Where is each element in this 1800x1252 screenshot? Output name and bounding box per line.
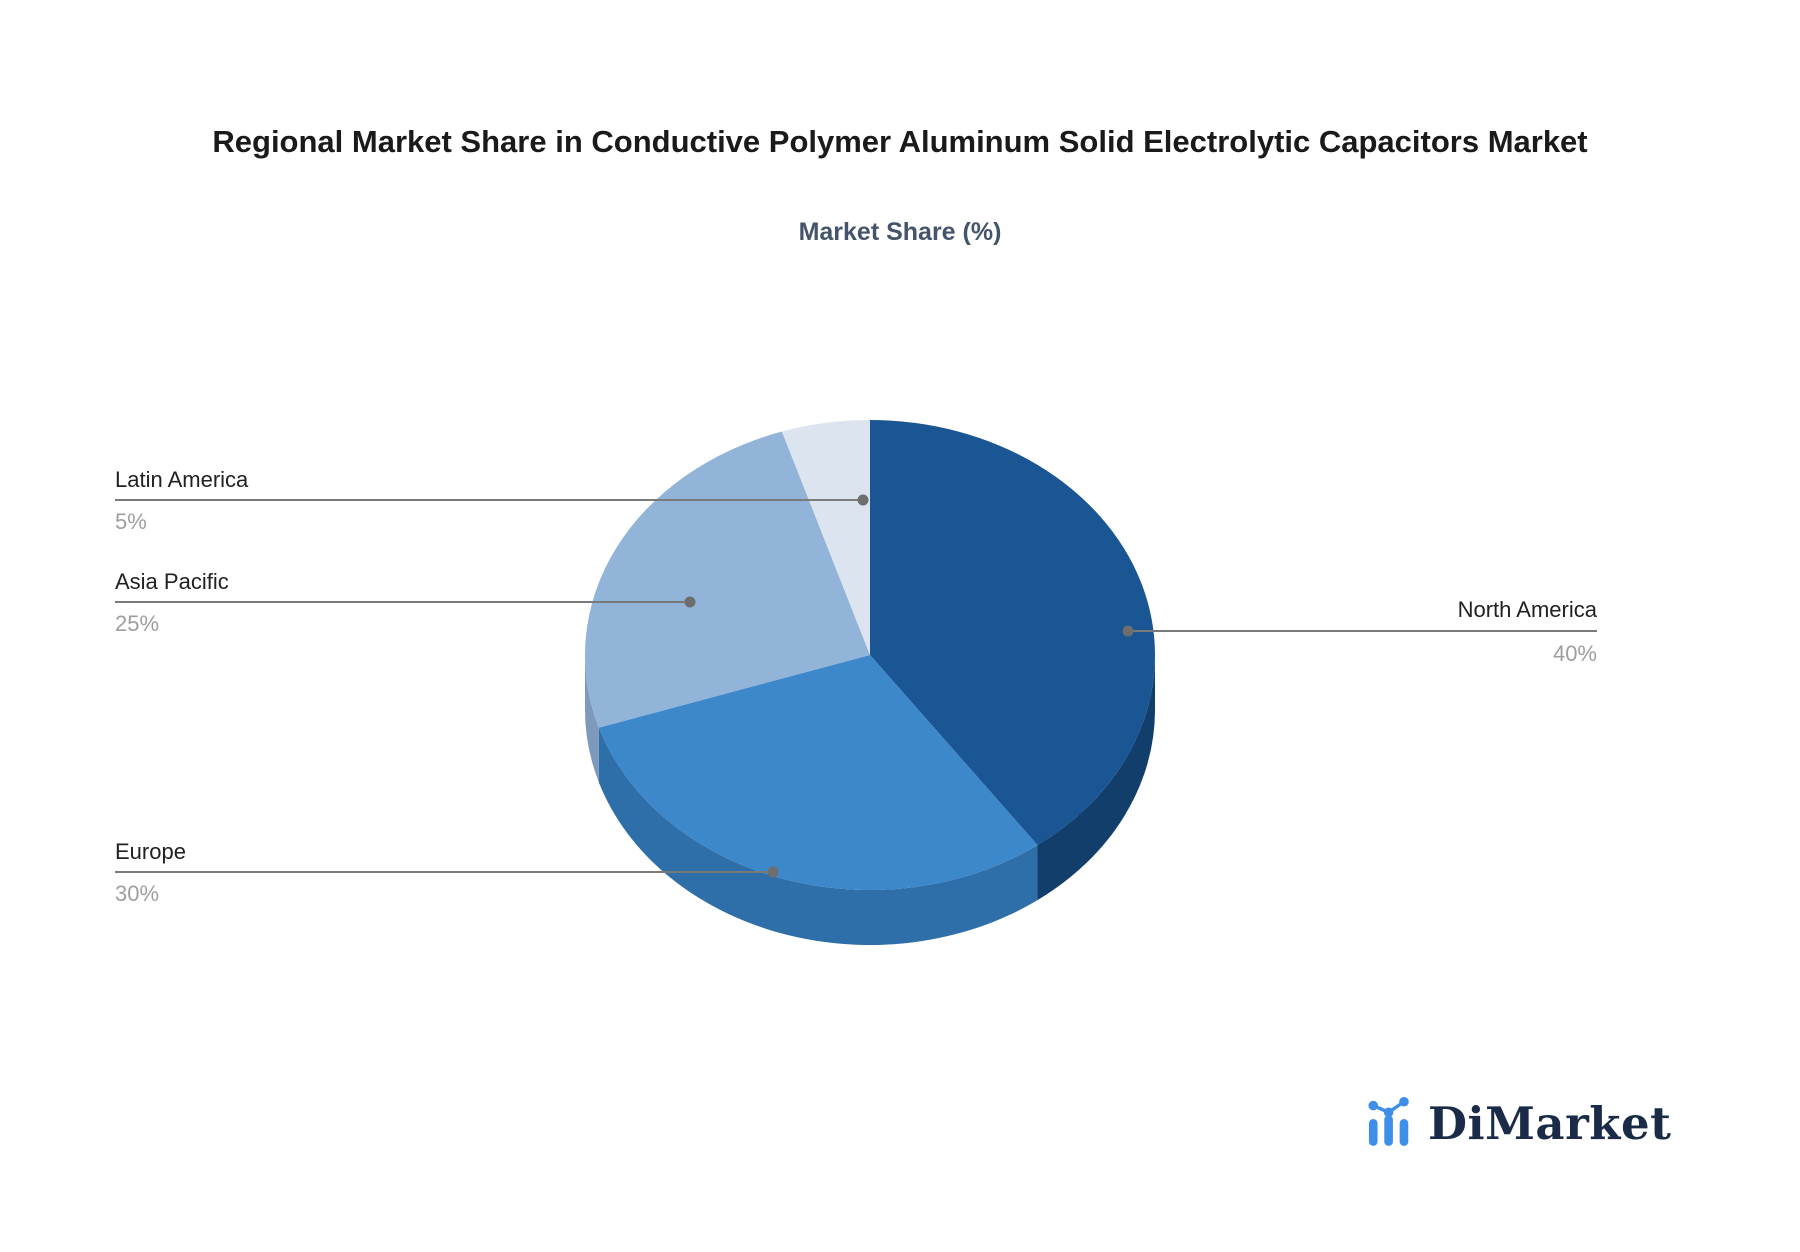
value-north-america: 40% bbox=[1552, 641, 1597, 666]
leader-dot-north-america bbox=[1122, 625, 1134, 637]
leader-dot-europe bbox=[767, 866, 779, 878]
leader-dot-latin-america bbox=[857, 494, 869, 506]
label-north-america: North America bbox=[1457, 597, 1597, 622]
leader-dot-asia-pacific bbox=[684, 596, 696, 608]
value-latin-america: 5% bbox=[115, 509, 147, 534]
pie-slice-europe[interactable] bbox=[598, 655, 1038, 891]
label-asia-pacific: Asia Pacific bbox=[115, 569, 229, 594]
dimarket-logo: DiMarket bbox=[1367, 1092, 1671, 1148]
label-europe: Europe bbox=[115, 839, 186, 864]
pie-slice-asia-pacific[interactable] bbox=[585, 431, 870, 728]
value-europe: 30% bbox=[115, 881, 160, 906]
pie-slice-side-europe bbox=[598, 727, 1038, 945]
pie-slice-latin-america[interactable] bbox=[781, 420, 870, 655]
dimarket-logo-icon bbox=[1368, 1096, 1409, 1146]
value-asia-pacific: 25% bbox=[115, 611, 160, 636]
pie-slice-north-america[interactable] bbox=[870, 420, 1156, 846]
pie-slice-side-north-america bbox=[1037, 655, 1155, 901]
label-latin-america: Latin America bbox=[115, 467, 249, 492]
dimarket-logo-text: DiMarket bbox=[1428, 1097, 1672, 1150]
chart-subtitle: Market Share (%) bbox=[798, 218, 1002, 246]
pie-slice-side-asia-pacific bbox=[585, 655, 599, 783]
chart-title: Regional Market Share in Conductive Poly… bbox=[212, 124, 1588, 159]
